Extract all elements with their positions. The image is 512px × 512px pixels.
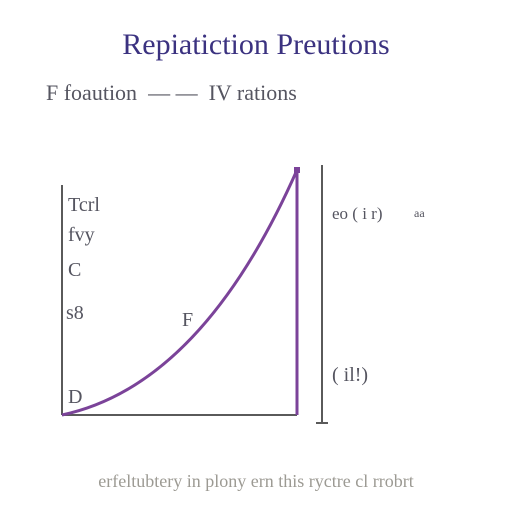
left-label-4: s8 bbox=[66, 303, 84, 323]
bottom-label: D bbox=[68, 387, 82, 407]
center-label: F bbox=[182, 310, 193, 330]
right-label-1b: aa bbox=[414, 207, 425, 219]
dash-icon: — — bbox=[143, 80, 209, 105]
right-label-2: ( il!) bbox=[332, 365, 368, 385]
diagram-svg bbox=[42, 135, 462, 445]
left-label-1: Tcrl bbox=[68, 195, 100, 215]
subtitle-right: IV rations bbox=[209, 80, 297, 105]
left-label-3: C bbox=[68, 260, 81, 280]
subtitle-left: F foaution bbox=[46, 80, 137, 105]
right-label-1: eo ( i r) bbox=[332, 205, 383, 222]
curve-diagram: Tcrl fvy C s8 F D eo ( i r) aa ( il!) bbox=[42, 135, 462, 445]
caption: erfeltubtery in plony ern this ryctre cl… bbox=[98, 471, 413, 492]
subtitle: F foaution — — IV rations bbox=[46, 80, 297, 106]
page-title: Repiatiction Preutions bbox=[122, 28, 389, 62]
left-label-2: fvy bbox=[68, 225, 95, 245]
